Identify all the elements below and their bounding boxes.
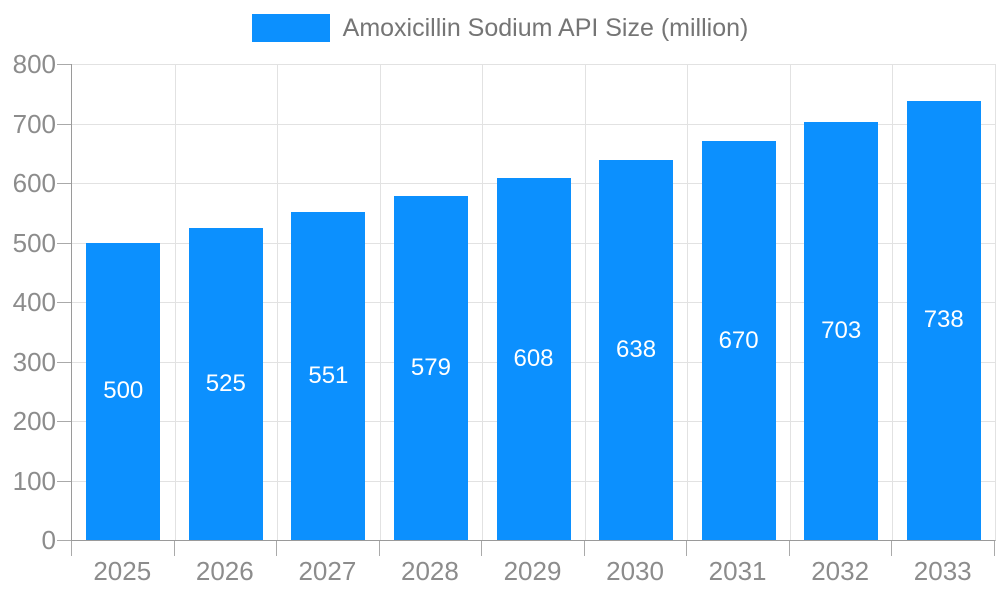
bar-value-label: 670 bbox=[718, 326, 759, 354]
x-axis-tick bbox=[891, 541, 893, 556]
gridline-vertical bbox=[379, 64, 381, 540]
y-axis-tick bbox=[57, 123, 71, 125]
y-axis-tick-label: 600 bbox=[12, 168, 56, 198]
bar-value-label: 738 bbox=[923, 306, 964, 334]
y-axis-tick bbox=[57, 480, 71, 482]
x-axis-tick bbox=[71, 541, 72, 556]
y-axis-tick-label: 800 bbox=[12, 49, 56, 79]
legend-label: Amoxicillin Sodium API Size (million) bbox=[342, 14, 749, 42]
y-axis-tick-label: 700 bbox=[12, 108, 56, 139]
bar-value-label: 525 bbox=[205, 369, 246, 397]
y-axis-tick-label: 300 bbox=[12, 346, 56, 377]
y-axis-tick bbox=[57, 540, 71, 541]
x-axis-tick-label: 2025 bbox=[93, 556, 152, 586]
x-axis-tick bbox=[276, 541, 278, 556]
x-axis-tick bbox=[481, 541, 483, 556]
chart-legend[interactable]: Amoxicillin Sodium API Size (million) bbox=[0, 14, 1000, 42]
y-axis-tick bbox=[57, 242, 71, 244]
y-axis-tick bbox=[57, 183, 71, 184]
x-axis-tick bbox=[788, 541, 790, 556]
x-axis-tick-label: 2028 bbox=[401, 556, 459, 586]
x-axis-tick bbox=[173, 541, 175, 556]
y-axis-tick-label: 100 bbox=[12, 465, 56, 496]
bar[interactable]: 738 bbox=[906, 100, 981, 540]
y-axis-tick-label: 0 bbox=[41, 525, 56, 555]
plot-area: 500 525 551 579 608 638 670 703 738 bbox=[71, 64, 996, 541]
gridline-vertical bbox=[482, 64, 484, 540]
y-axis-tick bbox=[57, 361, 71, 363]
gridline-vertical bbox=[892, 64, 894, 540]
gridline-vertical bbox=[584, 64, 586, 540]
gridline-horizontal bbox=[72, 64, 995, 65]
bar-value-label: 638 bbox=[616, 336, 657, 364]
x-axis-tick bbox=[583, 541, 585, 556]
legend-swatch bbox=[251, 14, 330, 42]
bar[interactable]: 525 bbox=[188, 227, 263, 540]
bar[interactable]: 670 bbox=[701, 141, 776, 540]
x-axis-tick bbox=[686, 541, 688, 556]
x-axis-tick-label: 2029 bbox=[503, 556, 562, 586]
x-axis-tick-label: 2026 bbox=[195, 556, 254, 586]
x-axis-tick bbox=[994, 541, 995, 556]
x-axis-tick-label: 2030 bbox=[606, 556, 664, 586]
y-axis-tick-label: 200 bbox=[12, 406, 56, 436]
gridline-horizontal bbox=[72, 123, 995, 125]
y-axis-tick-label: 400 bbox=[12, 287, 56, 317]
bar-value-label: 608 bbox=[513, 345, 554, 373]
bar-value-label: 551 bbox=[308, 362, 349, 390]
gridline-vertical bbox=[789, 64, 791, 540]
bar[interactable]: 551 bbox=[291, 212, 366, 540]
x-axis-tick-label: 2027 bbox=[298, 556, 357, 586]
gridline-vertical bbox=[687, 64, 689, 540]
bar[interactable]: 638 bbox=[599, 160, 674, 540]
x-axis-tick-label: 2032 bbox=[811, 556, 870, 586]
bar[interactable]: 608 bbox=[496, 178, 571, 540]
y-axis-tick bbox=[57, 64, 71, 65]
x-axis-tick bbox=[378, 541, 380, 556]
bar-value-label: 500 bbox=[103, 377, 144, 405]
y-axis-tick bbox=[57, 302, 71, 303]
bar[interactable]: 500 bbox=[86, 242, 161, 540]
gridline-vertical bbox=[174, 64, 176, 540]
bar-value-label: 579 bbox=[410, 353, 451, 381]
y-axis-tick-label: 500 bbox=[12, 227, 56, 258]
x-axis-tick-label: 2031 bbox=[708, 556, 767, 586]
y-axis-tick bbox=[57, 421, 71, 422]
bar[interactable]: 579 bbox=[393, 195, 468, 540]
x-axis-tick-label: 2033 bbox=[913, 556, 972, 586]
gridline-vertical bbox=[277, 64, 279, 540]
bar-value-label: 703 bbox=[821, 316, 862, 344]
bar[interactable]: 703 bbox=[804, 121, 879, 540]
